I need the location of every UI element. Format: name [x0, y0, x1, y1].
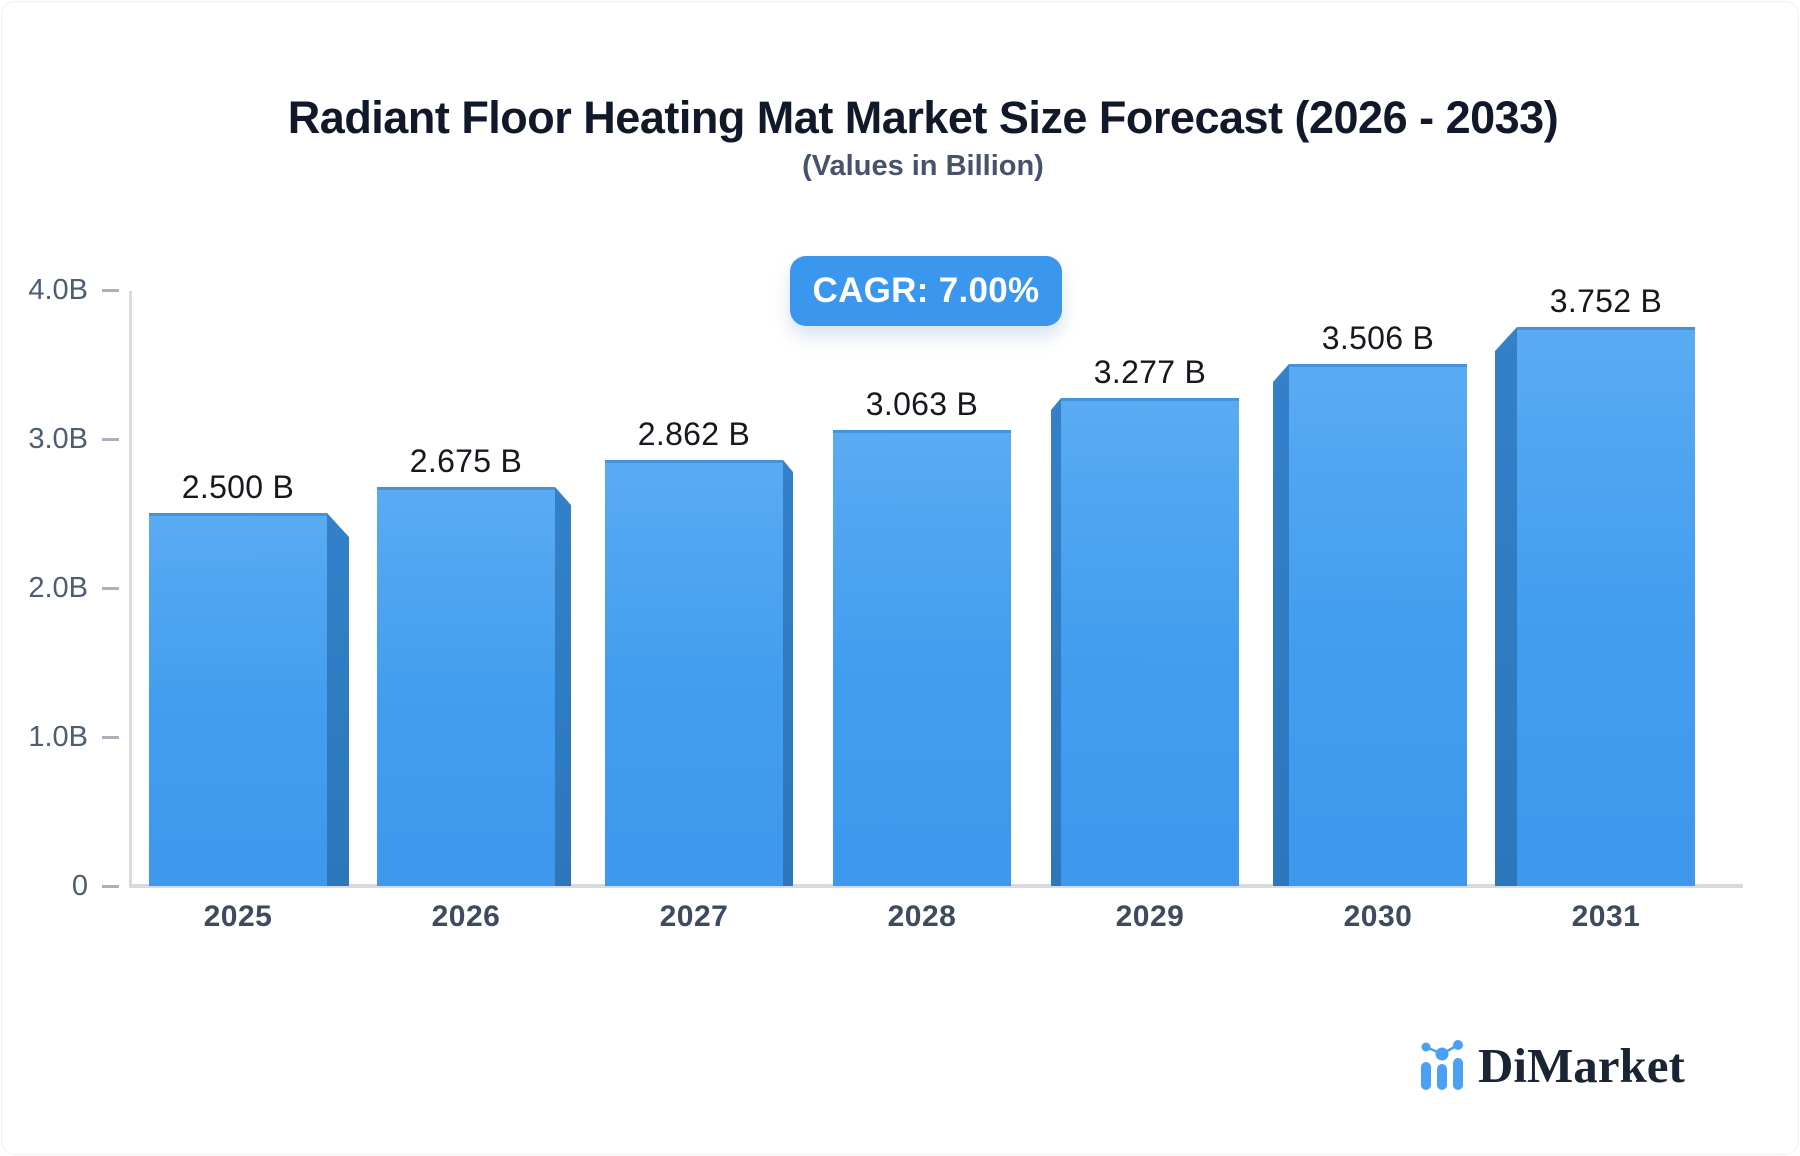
bar-face — [833, 430, 1011, 886]
cagr-badge: CAGR: 7.00% — [790, 256, 1062, 326]
y-tick-mark — [102, 438, 119, 441]
y-tick-mark — [102, 587, 119, 590]
bar-2028[interactable] — [833, 430, 1011, 886]
chart-subtitle: (Values in Billion) — [802, 150, 1044, 182]
x-axis-baseline — [129, 884, 1743, 888]
bar-2029[interactable] — [1051, 398, 1239, 886]
y-axis-label: 3.0B — [28, 423, 88, 455]
bar-face — [377, 487, 555, 886]
bar-value-label: 2.675 B — [409, 443, 523, 479]
bar-value-label: 3.506 B — [1321, 320, 1435, 356]
x-axis-label: 2029 — [1115, 900, 1185, 933]
bar-3d-side — [555, 487, 571, 886]
bar-3d-side — [327, 513, 349, 886]
chart-title: Radiant Floor Heating Mat Market Size Fo… — [287, 92, 1559, 143]
bar-2027[interactable] — [605, 460, 793, 886]
bar-value-label: 2.500 B — [181, 469, 295, 505]
bar-3d-side — [1495, 327, 1517, 886]
y-axis-label: 0 — [71, 870, 88, 902]
x-axis-label: 2027 — [659, 900, 729, 933]
y-tick-mark — [102, 736, 119, 739]
bar-2031[interactable] — [1495, 327, 1695, 886]
x-axis-label: 2026 — [431, 900, 501, 933]
bar-face — [149, 513, 327, 886]
x-axis-label: 2030 — [1343, 900, 1413, 933]
bar-value-label: 2.862 B — [637, 416, 751, 452]
bar-value-label: 3.063 B — [865, 386, 979, 422]
x-axis-label: 2031 — [1571, 900, 1641, 933]
bar-3d-side — [783, 460, 793, 886]
bar-face — [605, 460, 783, 886]
bar-2026[interactable] — [377, 487, 571, 886]
bar-face — [1289, 364, 1467, 886]
x-axis-label: 2028 — [887, 900, 957, 933]
y-tick-mark — [102, 289, 119, 292]
brand-logo: DiMarket — [1418, 1040, 1685, 1092]
y-axis-label: 4.0B — [28, 274, 88, 306]
y-tick-mark — [102, 885, 119, 888]
bar-value-label: 3.752 B — [1549, 283, 1663, 319]
brand-name: DiMarket — [1478, 1038, 1685, 1093]
bar-2025[interactable] — [149, 513, 349, 886]
bar-face — [1517, 327, 1695, 886]
y-axis-label: 1.0B — [28, 721, 88, 753]
bar-face — [1061, 398, 1239, 886]
x-axis-label: 2025 — [203, 900, 273, 933]
bar-3d-side — [1273, 364, 1289, 886]
y-axis-line — [129, 291, 132, 886]
y-axis-label: 2.0B — [28, 572, 88, 604]
bar-value-label: 3.277 B — [1093, 354, 1207, 390]
bar-2030[interactable] — [1273, 364, 1467, 886]
bar-3d-side — [1051, 398, 1061, 886]
mini-bar-line-chart-icon — [1421, 1040, 1463, 1090]
